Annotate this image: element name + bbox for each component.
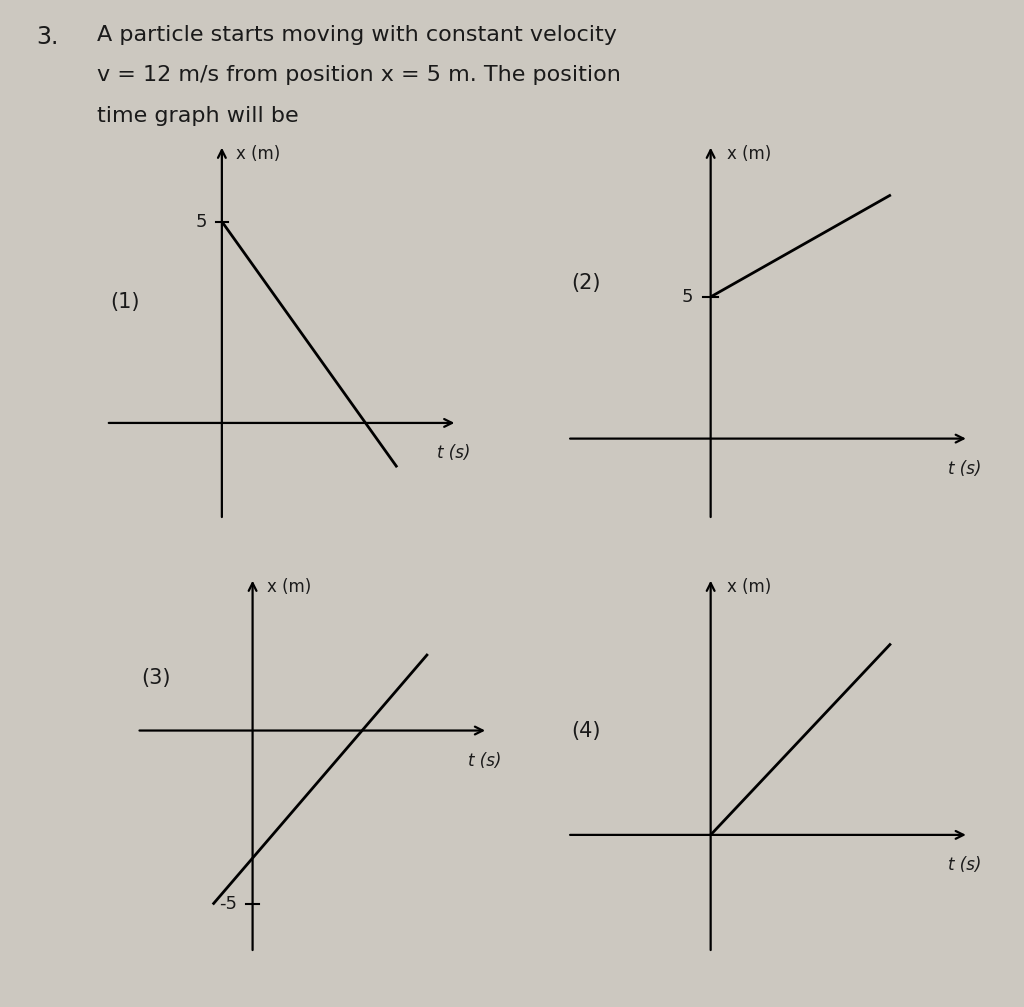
Text: t (s): t (s) [437, 444, 470, 462]
Text: 3.: 3. [36, 25, 58, 49]
Text: x (m): x (m) [727, 578, 771, 596]
Text: -5: -5 [219, 895, 238, 913]
Text: A particle starts moving with constant velocity: A particle starts moving with constant v… [97, 25, 617, 45]
Text: time graph will be: time graph will be [97, 106, 299, 126]
Text: 5: 5 [196, 212, 207, 231]
Text: (3): (3) [141, 669, 171, 689]
Text: x (m): x (m) [267, 578, 311, 596]
Text: v = 12 m/s from position x = 5 m. The position: v = 12 m/s from position x = 5 m. The po… [97, 65, 622, 86]
Text: (2): (2) [571, 273, 601, 293]
Text: (1): (1) [111, 292, 140, 312]
Text: t (s): t (s) [948, 459, 981, 477]
Text: x (m): x (m) [727, 145, 771, 163]
Text: t (s): t (s) [948, 856, 981, 874]
Text: t (s): t (s) [468, 751, 501, 769]
Text: x (m): x (m) [237, 145, 281, 163]
Text: 5: 5 [682, 288, 693, 306]
Text: (4): (4) [571, 721, 601, 740]
